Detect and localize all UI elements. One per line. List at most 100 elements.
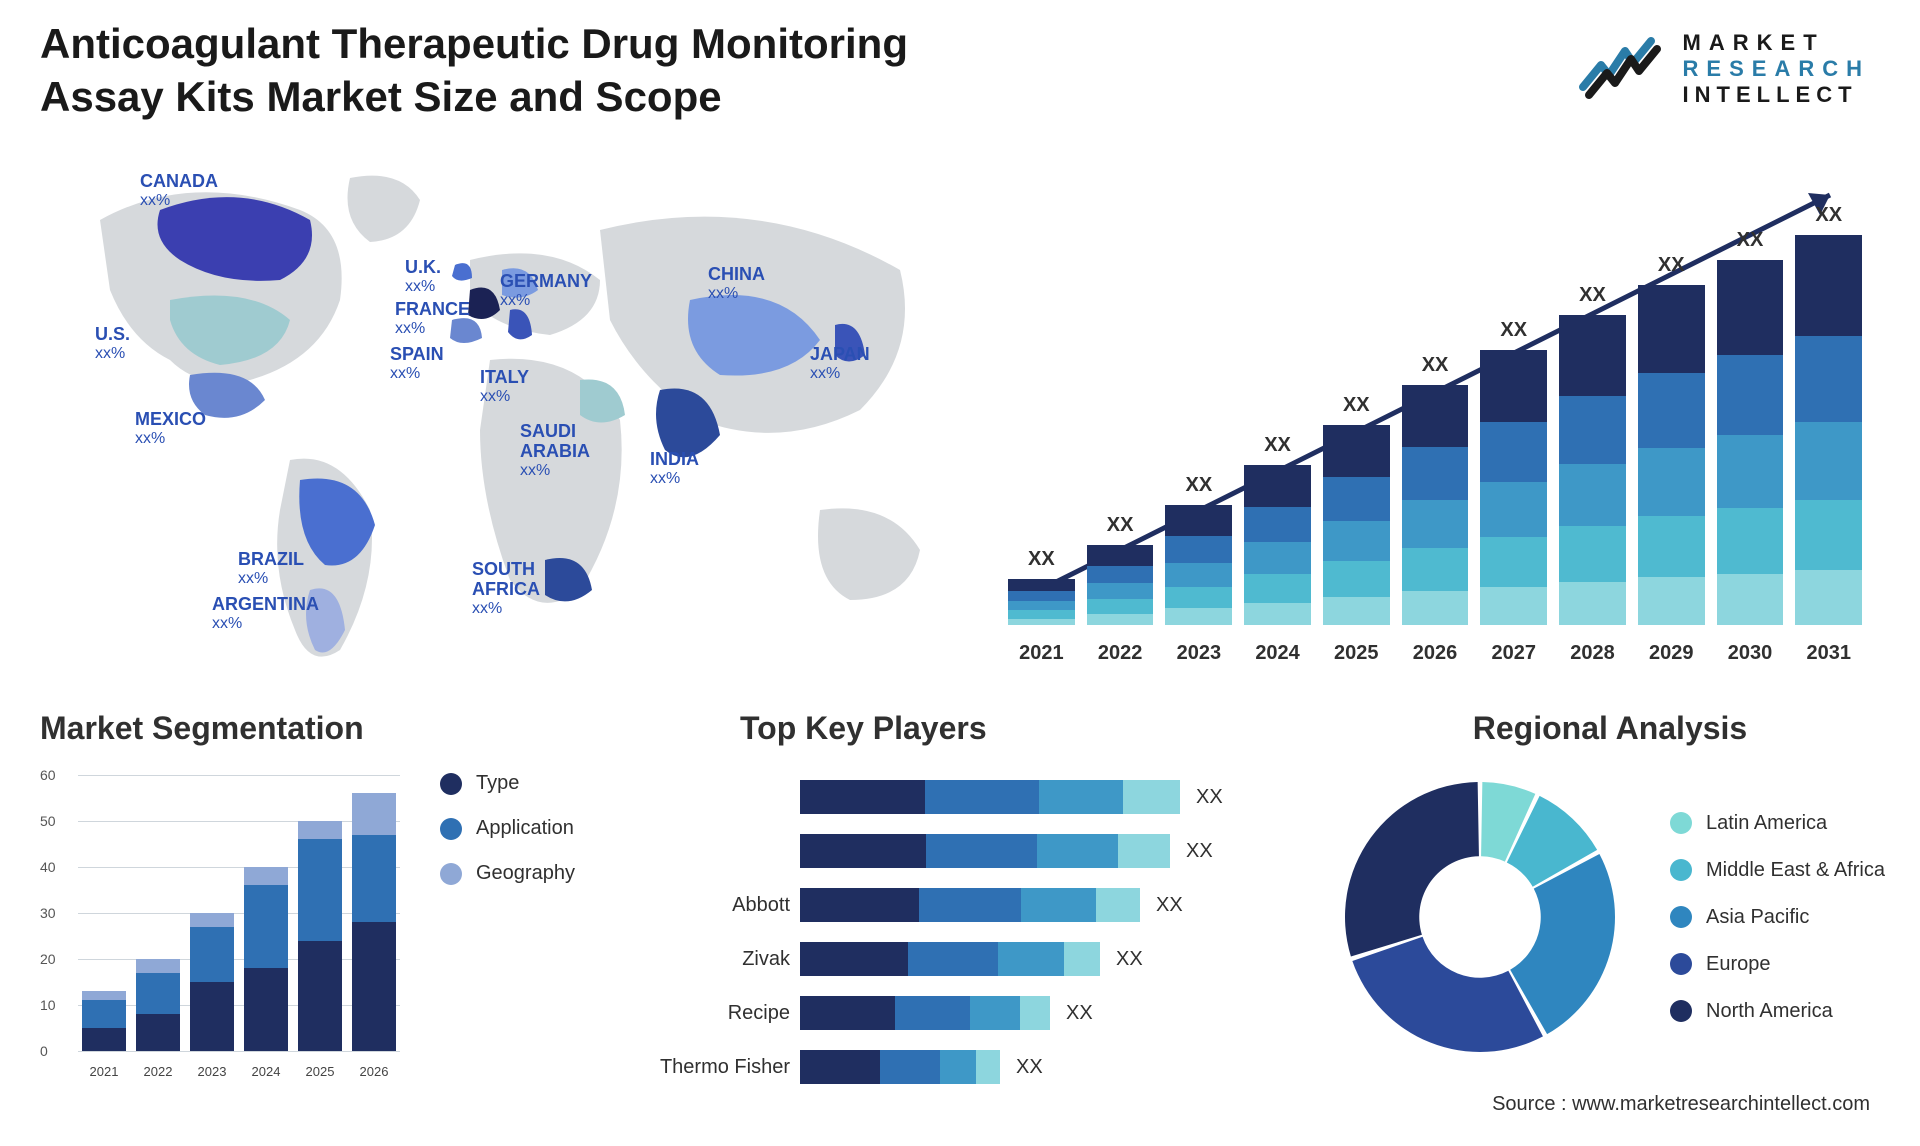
player-bar-segment [1037, 834, 1118, 868]
growth-bar: XX [1244, 434, 1311, 625]
seg-ytick-label: 30 [40, 905, 56, 921]
growth-bar-segment [1244, 574, 1311, 603]
player-bar-segment [1096, 888, 1140, 922]
map-label: JAPANxx% [810, 345, 870, 382]
player-bar-segment [1021, 888, 1096, 922]
player-bar-value: XX [1186, 840, 1213, 863]
growth-bar-segment [1165, 536, 1232, 562]
regional-section: Regional Analysis Latin AmericaMiddle Ea… [1330, 710, 1890, 1067]
map-label: SOUTHAFRICAxx% [472, 560, 540, 617]
player-name-label [620, 829, 790, 873]
growth-bar-segment [1795, 500, 1862, 570]
growth-bar-segment [1087, 614, 1154, 625]
growth-bar-segment [1323, 521, 1390, 561]
growth-bar: XX [1559, 284, 1626, 625]
player-bar-row: XX [800, 775, 1340, 819]
growth-bar-segment [1165, 505, 1232, 536]
growth-bar-segment [1480, 422, 1547, 483]
brand-word-2: RESEARCH [1683, 56, 1870, 82]
growth-year-label: 2031 [1795, 642, 1862, 665]
segmentation-section: Market Segmentation 0102030405060 202120… [40, 710, 600, 1079]
segmentation-legend-item: Type [440, 772, 575, 795]
growth-bar-segment [1795, 570, 1862, 625]
segmentation-legend: TypeApplicationGeography [440, 772, 575, 885]
legend-label: Asia Pacific [1706, 906, 1809, 929]
legend-dot-icon [1670, 1000, 1692, 1022]
player-name-label: Recipe [620, 991, 790, 1035]
segmentation-bar [352, 793, 396, 1051]
growth-year-label: 2021 [1008, 642, 1075, 665]
segmentation-bar-segment [190, 913, 234, 927]
growth-bar: XX [1008, 548, 1075, 625]
growth-bar-value: XX [1185, 474, 1212, 497]
legend-dot-icon [1670, 812, 1692, 834]
growth-bar-segment [1165, 563, 1232, 587]
segmentation-legend-item: Application [440, 817, 575, 840]
segmentation-year-label: 2022 [136, 1064, 180, 1079]
legend-dot-icon [1670, 859, 1692, 881]
growth-bar-value: XX [1658, 254, 1685, 277]
growth-bar-segment [1717, 574, 1784, 625]
growth-bar-value: XX [1107, 514, 1134, 537]
growth-bar-segment [1323, 561, 1390, 597]
growth-bar-segment [1638, 285, 1705, 373]
growth-bar-segment [1402, 500, 1469, 548]
segmentation-bar [298, 821, 342, 1051]
top-players-section: Top Key Players XXXXXXXXXXXXAbbottZivakR… [740, 710, 1300, 1099]
player-bar-row: XX [800, 937, 1340, 981]
growth-bar-segment [1559, 582, 1626, 625]
legend-dot-icon [440, 818, 462, 840]
brand-word-1: MARKET [1683, 30, 1870, 56]
growth-bar-segment [1795, 336, 1862, 422]
player-bar-segment [1064, 942, 1100, 976]
growth-bar: XX [1087, 514, 1154, 625]
segmentation-bar-segment [298, 839, 342, 940]
player-bar-value: XX [1196, 786, 1223, 809]
growth-bar-segment [1480, 537, 1547, 587]
map-label: MEXICOxx% [135, 410, 206, 447]
segmentation-bar [136, 959, 180, 1051]
growth-bar-segment [1559, 315, 1626, 396]
top-players-title: Top Key Players [740, 710, 1300, 747]
segmentation-year-label: 2026 [352, 1064, 396, 1079]
player-bar-segment [800, 942, 908, 976]
growth-bar-value: XX [1579, 284, 1606, 307]
segmentation-bar [244, 867, 288, 1051]
growth-bar-segment [1638, 373, 1705, 448]
player-bar-segment [800, 888, 919, 922]
regional-legend: Latin AmericaMiddle East & AfricaAsia Pa… [1670, 812, 1885, 1023]
map-label: INDIAxx% [650, 450, 699, 487]
growth-bar-segment [1638, 577, 1705, 625]
legend-dot-icon [1670, 953, 1692, 975]
growth-bar-value: XX [1500, 319, 1527, 342]
segmentation-bar-segment [82, 991, 126, 1000]
growth-bar-segment [1244, 465, 1311, 507]
growth-bar-value: XX [1264, 434, 1291, 457]
segmentation-bar-segment [82, 1000, 126, 1028]
segmentation-bar-segment [244, 867, 288, 885]
growth-year-label: 2029 [1638, 642, 1705, 665]
growth-bar-segment [1402, 385, 1469, 447]
growth-bar-segment [1559, 526, 1626, 582]
player-bar-segment [940, 1050, 976, 1084]
growth-bar-value: XX [1028, 548, 1055, 571]
legend-label: Middle East & Africa [1706, 859, 1885, 882]
segmentation-bar-segment [190, 927, 234, 982]
segmentation-year-label: 2025 [298, 1064, 342, 1079]
segmentation-bar-segment [352, 835, 396, 922]
player-bar-row: XX [800, 1045, 1340, 1089]
growth-year-label: 2026 [1402, 642, 1469, 665]
player-bar-segment [976, 1050, 1000, 1084]
seg-ytick-label: 20 [40, 951, 56, 967]
player-bar-segment [895, 996, 970, 1030]
growth-bar-segment [1480, 587, 1547, 626]
player-bar-value: XX [1016, 1056, 1043, 1079]
player-bar-segment [800, 780, 925, 814]
player-name-label: Thermo Fisher [620, 1045, 790, 1089]
growth-bar-segment [1717, 260, 1784, 355]
growth-bar-value: XX [1815, 204, 1842, 227]
map-label: FRANCExx% [395, 300, 470, 337]
player-bar-segment [800, 1050, 880, 1084]
growth-bar-segment [1717, 508, 1784, 574]
segmentation-bar-segment [82, 1028, 126, 1051]
